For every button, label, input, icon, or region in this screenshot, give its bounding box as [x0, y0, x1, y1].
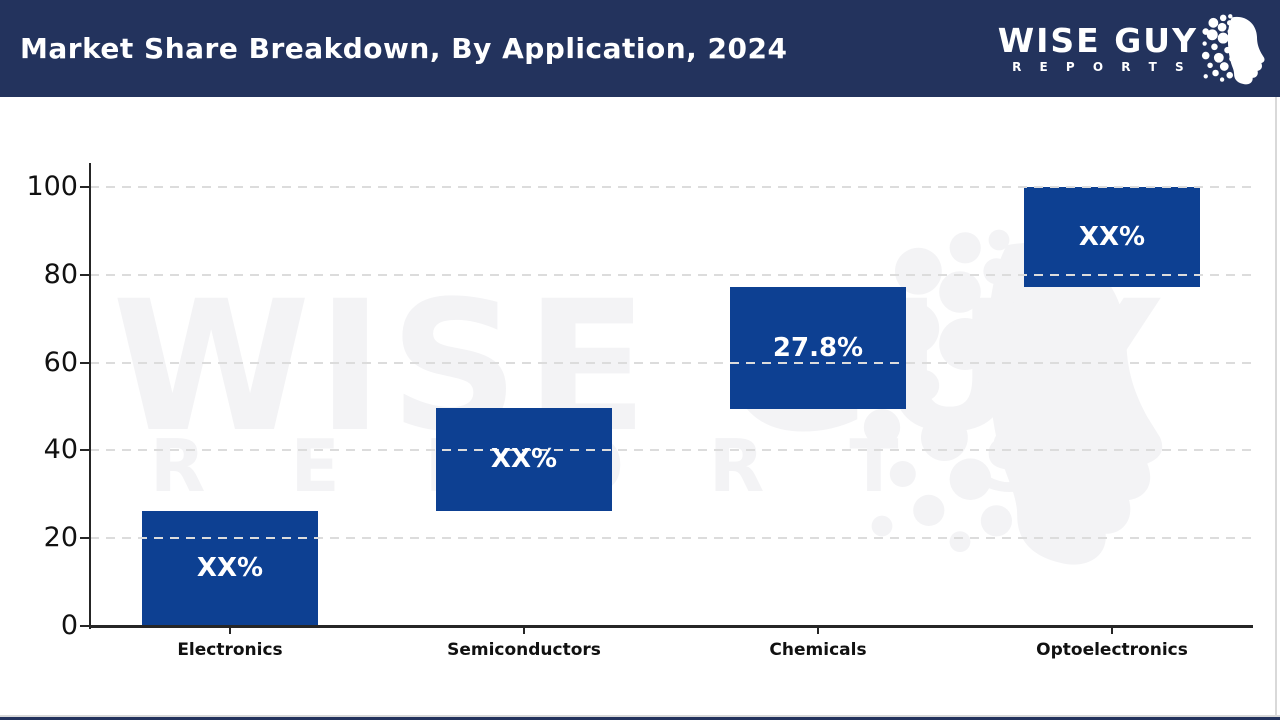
x-axis-category-label: Chemicals: [769, 640, 867, 660]
y-tick-mark: [80, 625, 90, 627]
gridline-60: [90, 361, 1253, 364]
y-axis-tick-label: 0: [60, 610, 78, 641]
x-tick-mark: [523, 627, 525, 634]
header-bar: Market Share Breakdown, By Application, …: [0, 0, 1280, 97]
y-axis-tick-label: 80: [43, 258, 78, 290]
gridline-80: [90, 273, 1253, 276]
x-axis-category-label: Semiconductors: [447, 640, 601, 660]
y-tick-mark: [80, 449, 90, 452]
y-axis-tick-label: 40: [43, 434, 78, 466]
x-axis-line: [89, 625, 1253, 628]
bar-value-label: XX%: [1078, 221, 1146, 252]
y-axis-tick-label: 20: [43, 522, 78, 554]
bar-value-label: XX%: [490, 444, 558, 475]
bar-electronics: [142, 510, 318, 626]
footer-bar: [0, 717, 1280, 720]
y-tick-mark: [80, 361, 90, 364]
logo-wordmark: WISE GUY: [997, 21, 1198, 60]
bar-chemicals: [730, 286, 906, 409]
gridline-40: [90, 449, 1253, 452]
logo-head-icon: [1200, 13, 1266, 85]
y-axis-tick-label: 60: [43, 346, 78, 378]
x-axis-category-label: Optoelectronics: [1036, 640, 1188, 660]
right-edge-divider: [1275, 97, 1277, 717]
gridline-20: [90, 537, 1253, 540]
y-tick-mark: [80, 537, 90, 540]
y-tick-mark: [80, 186, 90, 188]
x-tick-mark: [1111, 627, 1113, 634]
x-axis-category-label: Electronics: [177, 640, 283, 660]
watermark-wordmark: WISE GUY: [112, 263, 1166, 472]
logo-subtext: R E P O R T S: [1012, 60, 1191, 74]
y-axis-tick-label: 100: [26, 171, 78, 202]
x-tick-mark: [229, 627, 231, 634]
chart-title: Market Share Breakdown, By Application, …: [20, 32, 788, 65]
bar-value-label: XX%: [196, 553, 264, 584]
logo-text: WISE GUY R E P O R T S: [998, 24, 1198, 73]
gridline-100: [90, 186, 1253, 188]
bar-value-label: 27.8%: [772, 332, 864, 363]
y-tick-mark: [80, 273, 90, 276]
bar-semiconductors: [436, 408, 612, 511]
bottom-divider: [0, 715, 1280, 717]
logo: WISE GUY R E P O R T S: [998, 13, 1280, 85]
y-axis-line: [89, 163, 91, 629]
bar-optoelectronics: [1024, 187, 1200, 287]
x-tick-mark: [817, 627, 819, 634]
